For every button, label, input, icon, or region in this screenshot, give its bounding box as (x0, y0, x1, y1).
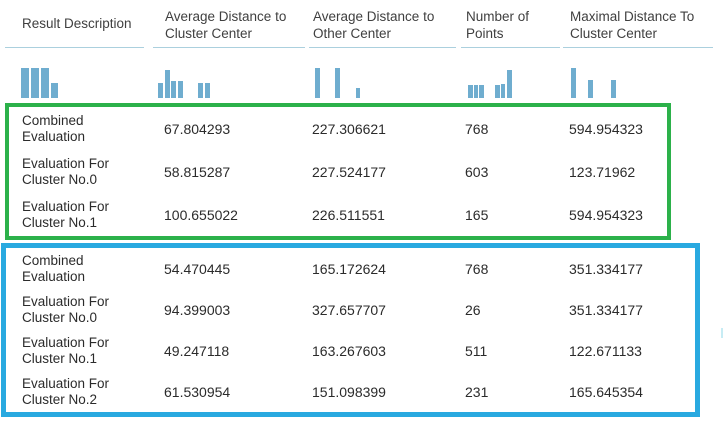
header-rule-number-of-points (461, 47, 560, 48)
cell-number-of-points: 231 (465, 383, 489, 400)
table-row[interactable]: Evaluation For Cluster No.0 94.399003 327.… (6, 289, 695, 330)
table-row[interactable]: Evaluation For Cluster No.0 58.815287 227.… (9, 150, 667, 193)
header-rule-result-description (5, 47, 144, 48)
cell-avg-distance-to-cluster-center: 54.470445 (164, 260, 231, 277)
histogram-bar (495, 85, 500, 98)
histogram-bar (164, 70, 170, 98)
cell-result-description: Evaluation For Cluster No.0 (22, 293, 110, 325)
cell-result-description: Evaluation For Cluster No.1 (22, 198, 110, 230)
histogram-bar (507, 70, 512, 98)
cell-avg-distance-to-cluster-center: 94.399003 (164, 301, 231, 318)
cell-number-of-points: 768 (465, 260, 489, 277)
histogram-bar (198, 83, 203, 98)
cell-avg-distance-to-cluster-center: 61.530954 (164, 383, 231, 400)
histogram-bar (473, 85, 478, 98)
cell-avg-distance-to-other-center: 151.098399 (312, 383, 386, 400)
histogram-bar (315, 68, 320, 98)
cell-avg-distance-to-cluster-center: 58.815287 (164, 163, 231, 180)
cell-avg-distance-to-other-center: 163.267603 (312, 342, 386, 359)
histogram-bar (588, 80, 593, 98)
table-row[interactable]: Evaluation For Cluster No.1 49.247118 163.… (6, 330, 695, 371)
header-rule-avg-distance-to-other-center (309, 47, 456, 48)
cell-avg-distance-to-other-center: 226.511551 (312, 206, 385, 223)
cell-result-description: Evaluation For Cluster No.2 (22, 375, 110, 407)
cell-max-distance-to-cluster-center: 123.71962 (569, 163, 636, 180)
header-rule-max-distance-to-cluster-center (563, 47, 713, 48)
cell-result-description: Combined Evaluation (22, 252, 86, 284)
table-row[interactable]: Combined Evaluation 67.804293 227.306621 76… (9, 107, 667, 150)
table-row[interactable]: Evaluation For Cluster No.1 100.655022 226… (9, 193, 667, 236)
histogram-bar (356, 88, 360, 98)
cell-result-description: Combined Evaluation (22, 112, 86, 144)
cell-avg-distance-to-cluster-center: 49.247118 (164, 342, 230, 359)
histogram-bar (479, 85, 484, 98)
cell-avg-distance-to-other-center: 227.524177 (312, 163, 386, 180)
column-header-avg-distance-to-cluster-center: Average Distance to Cluster Center (165, 9, 287, 41)
cell-result-description: Evaluation For Cluster No.0 (22, 155, 110, 187)
histogram-bar (177, 81, 183, 98)
histogram-bar (468, 85, 473, 98)
cell-number-of-points: 768 (465, 120, 489, 137)
histogram-bar (171, 81, 176, 98)
table-row[interactable]: Combined Evaluation 54.470445 165.172624 76… (6, 248, 695, 289)
histogram-bar (204, 83, 210, 98)
scrollbar-thumb[interactable] (721, 328, 723, 338)
histogram-bar (31, 68, 39, 98)
cell-max-distance-to-cluster-center: 351.334177 (569, 301, 643, 318)
histogram-bar (571, 68, 576, 98)
histogram-bar (41, 68, 49, 98)
cell-avg-distance-to-cluster-center: 100.655022 (164, 206, 238, 223)
column-header-number-of-points: Number of Points (466, 9, 530, 41)
cell-number-of-points: 165 (465, 206, 489, 223)
cell-max-distance-to-cluster-center: 165.645354 (569, 383, 643, 400)
cell-max-distance-to-cluster-center: 594.954323 (569, 206, 643, 223)
cell-max-distance-to-cluster-center: 594.954323 (569, 120, 643, 137)
histogram-bar (158, 83, 163, 98)
cell-max-distance-to-cluster-center: 351.334177 (569, 260, 643, 277)
histogram-bar (51, 83, 58, 98)
blue-group-annotation-box: Combined Evaluation 54.470445 165.172624 76… (1, 243, 700, 417)
cell-result-description: Evaluation For Cluster No.1 (22, 334, 110, 366)
table-row[interactable]: Evaluation For Cluster No.2 61.530954 151.… (6, 371, 695, 412)
green-group-annotation-box: Combined Evaluation 67.804293 227.306621 76… (5, 103, 671, 240)
column-header-max-distance-to-cluster-center: Maximal Distance To Cluster Center (570, 9, 695, 41)
header-rule-avg-distance-to-cluster-center (153, 47, 305, 48)
histogram-bar (21, 68, 29, 98)
cell-avg-distance-to-other-center: 165.172624 (312, 260, 386, 277)
cell-number-of-points: 511 (465, 342, 488, 359)
cell-avg-distance-to-other-center: 227.306621 (312, 120, 386, 137)
histogram-bar (611, 80, 616, 98)
histogram-bar (335, 68, 340, 98)
column-header-result-description: Result Description (22, 16, 132, 31)
cell-number-of-points: 26 (465, 301, 481, 318)
cell-number-of-points: 603 (465, 163, 489, 180)
histogram-bar (500, 84, 505, 98)
cell-max-distance-to-cluster-center: 122.671133 (569, 342, 642, 359)
cell-avg-distance-to-cluster-center: 67.804293 (164, 120, 231, 137)
column-header-avg-distance-to-other-center: Average Distance to Other Center (313, 9, 435, 41)
cell-avg-distance-to-other-center: 327.657707 (312, 301, 386, 318)
